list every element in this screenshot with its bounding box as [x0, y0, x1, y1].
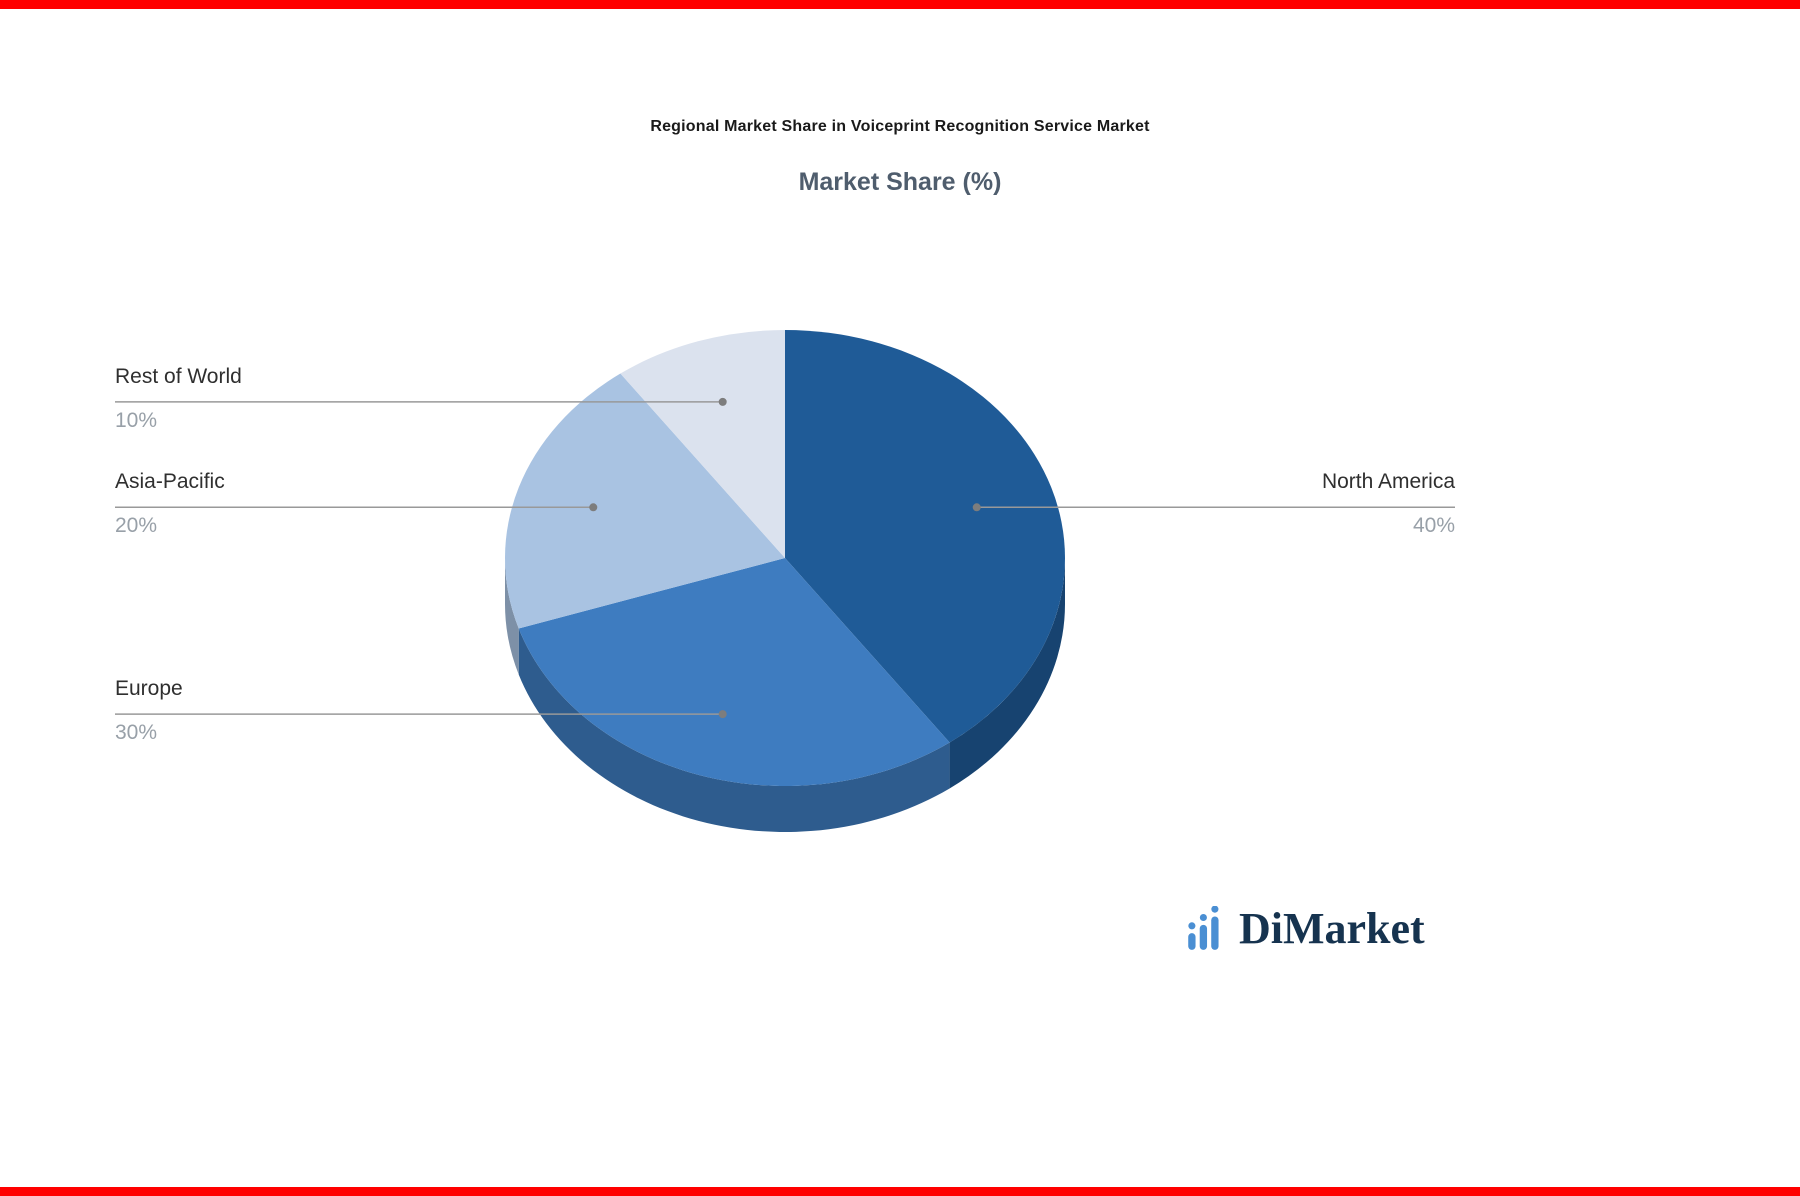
bar-chart-icon	[1188, 905, 1219, 950]
slice-label-rest-of-world: Rest of World 10%	[115, 364, 575, 434]
top-accent-bar	[0, 0, 1800, 9]
slice-value: 20%	[115, 514, 158, 538]
logo-text: DiMarket	[1239, 904, 1425, 953]
slice-value: 40%	[1412, 514, 1455, 538]
slice-value: 10%	[115, 408, 158, 432]
slice-name: Europe	[115, 677, 183, 701]
slice-label-north-america: North America 40%	[995, 469, 1455, 539]
slice-name: Rest of World	[115, 364, 242, 388]
dimarket-logo: DiMarket	[1183, 903, 1425, 954]
slice-name: North America	[1321, 470, 1455, 494]
slice-name: Asia-Pacific	[115, 470, 225, 494]
slice-value: 30%	[115, 721, 158, 745]
slice-label-europe: Europe 30%	[115, 676, 575, 746]
bottom-accent-bar	[0, 1187, 1800, 1196]
slice-label-asia-pacific: Asia-Pacific 20%	[115, 469, 575, 539]
chart-title: Regional Market Share in Voiceprint Reco…	[650, 118, 1150, 135]
chart-subtitle: Market Share (%)	[798, 168, 1002, 196]
